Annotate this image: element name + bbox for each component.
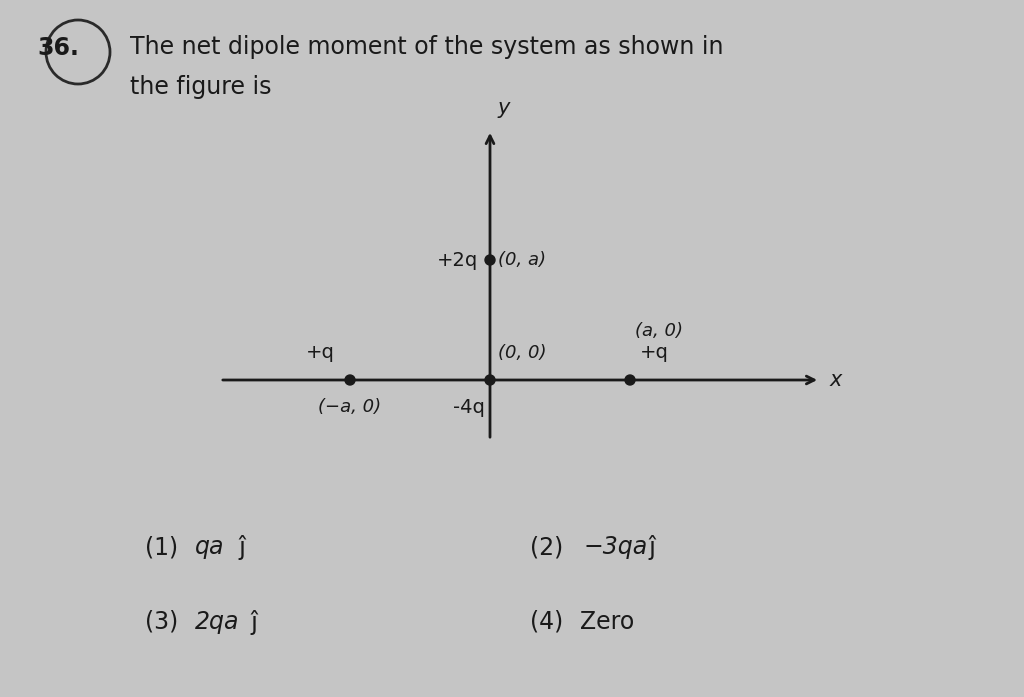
Circle shape [485,255,495,265]
Text: +2q: +2q [437,250,478,270]
Text: qa: qa [195,535,224,559]
Text: the figure is: the figure is [130,75,271,99]
Text: (2): (2) [530,535,563,559]
Text: Zero: Zero [580,610,634,634]
Text: (0, a): (0, a) [498,251,546,269]
Text: x: x [830,370,843,390]
Text: y: y [498,98,510,118]
Text: (4): (4) [530,610,563,634]
Text: +q: +q [306,343,335,362]
Circle shape [345,375,355,385]
Text: (1): (1) [145,535,178,559]
Text: (a, 0): (a, 0) [635,322,683,340]
Text: ĵ: ĵ [238,535,245,560]
Text: 36.: 36. [37,36,79,60]
Text: +q: +q [640,343,669,362]
Text: (−a, 0): (−a, 0) [318,398,382,416]
Text: (0, 0): (0, 0) [498,344,547,362]
Text: ĵ: ĵ [250,610,257,635]
Text: The net dipole moment of the system as shown in: The net dipole moment of the system as s… [130,35,724,59]
Text: ĵ: ĵ [648,535,655,560]
Text: -4q: -4q [454,398,485,417]
Text: 2qa: 2qa [195,610,240,634]
Circle shape [625,375,635,385]
Text: (3): (3) [145,610,178,634]
Text: −3qa: −3qa [583,535,647,559]
Circle shape [485,375,495,385]
